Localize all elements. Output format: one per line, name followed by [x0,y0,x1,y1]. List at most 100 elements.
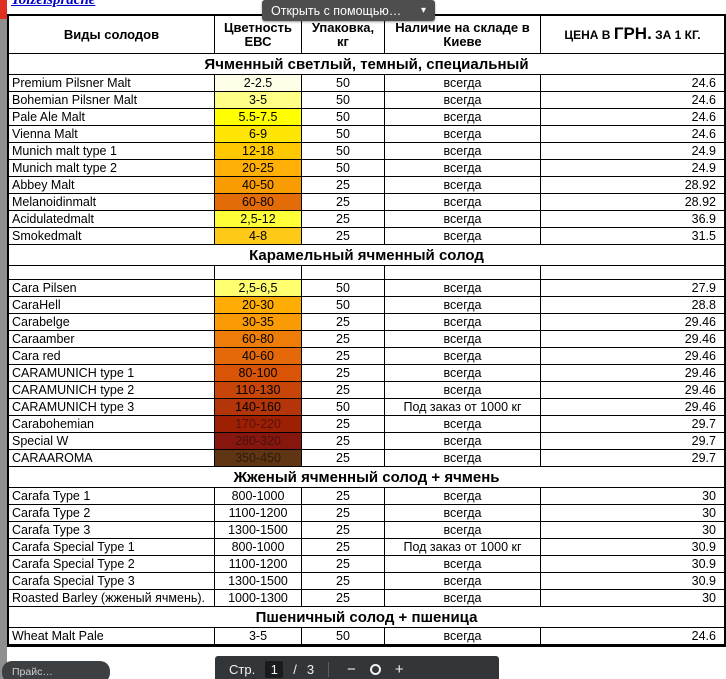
malt-name-cell: CaraHell [9,297,215,314]
stock-cell: Под заказ от 1000 кг [385,539,541,556]
stock-cell: всегда [385,177,541,194]
malt-name-cell: Carafa Type 3 [9,522,215,539]
package-cell: 25 [302,450,385,467]
package-cell: 50 [302,126,385,143]
page-label: Стр. [229,661,256,677]
price-header-grn: ГРН. [613,24,652,43]
empty-cell [541,266,724,280]
download-item[interactable]: Прайс… [2,661,110,679]
table-row: Carafa Type 2 1100-1200 25 всегда 30 [9,505,724,522]
section-title: Ячменный светлый, темный, специальный [9,54,724,75]
stock-cell: всегда [385,522,541,539]
ebc-color-cell: 350-450 [215,450,302,467]
malt-name-cell: Cara red [9,348,215,365]
table-header-row: Виды солодов Цветность ЕВС Упаковка, кг На… [9,16,724,54]
spacer-row [9,266,724,280]
page-total: 3 [306,661,315,677]
price-cell: 30.9 [541,573,724,590]
price-cell: 30 [541,522,724,539]
stock-cell: всегда [385,194,541,211]
page-number-input[interactable]: 1 [265,660,284,678]
table-row: Caraamber 60-80 25 всегда 29.46 [9,331,724,348]
ebc-color-cell: 1100-1200 [215,505,302,522]
package-cell: 25 [302,488,385,505]
package-cell: 25 [302,433,385,450]
stock-cell: всегда [385,228,541,245]
ebc-color-cell: 1300-1500 [215,522,302,539]
price-cell: 29.46 [541,331,724,348]
malt-name-cell: Acidulatedmalt [9,211,215,228]
stock-cell: всегда [385,126,541,143]
malt-name-cell: Melanoidinmalt [9,194,215,211]
table-row: CARAMUNICH type 3 140-160 50 Под заказ от 1… [9,399,724,416]
stock-cell: всегда [385,628,541,645]
chevron-down-icon: ▾ [420,5,426,16]
stock-cell: всегда [385,331,541,348]
malt-name-cell: Pale Ale Malt [9,109,215,126]
price-header-post: ЗА 1 КГ. [651,28,701,42]
col-header-malt-types: Виды солодов [9,16,215,54]
malt-name-cell: CARAAROMA [9,450,215,467]
package-cell: 25 [302,348,385,365]
malt-name-cell: Abbey Malt [9,177,215,194]
package-cell: 25 [302,194,385,211]
stock-cell: всегда [385,382,541,399]
malt-name-cell: Carafa Special Type 1 [9,539,215,556]
stock-cell: всегда [385,211,541,228]
package-cell: 50 [302,92,385,109]
ebc-color-cell: 12-18 [215,143,302,160]
package-cell: 50 [302,75,385,92]
ebc-header-line2: ЕВС [244,33,272,49]
malt-name-cell: Carafa Special Type 3 [9,573,215,590]
price-cell: 29.46 [541,314,724,331]
ebc-color-cell: 280-320 [215,433,302,450]
ebc-color-cell: 60-80 [215,194,302,211]
ebc-color-cell: 4-8 [215,228,302,245]
malt-name-cell: Vienna Malt [9,126,215,143]
package-cell: 25 [302,314,385,331]
document-page: Tolzeisprache Виды солодов Цветность ЕВС … [7,0,726,679]
ebc-color-cell: 80-100 [215,365,302,382]
package-cell: 25 [302,556,385,573]
malt-name-cell: Roasted Barley (жженый ячмень). [9,590,215,607]
table-body: Ячменный светлый, темный, специальный Pre… [9,54,724,645]
price-cell: 28.92 [541,177,724,194]
stock-cell: всегда [385,75,541,92]
price-cell: 24.9 [541,160,724,177]
zoom-in-button[interactable]: + [391,662,408,677]
malt-name-cell: CARAMUNICH type 3 [9,399,215,416]
price-cell: 30.9 [541,556,724,573]
package-cell: 25 [302,331,385,348]
malt-name-cell: Carafa Type 2 [9,505,215,522]
price-cell: 29.7 [541,433,724,450]
ebc-color-cell: 3-5 [215,628,302,645]
zoom-out-button[interactable]: − [343,662,360,677]
table-row: Abbey Malt 40-50 25 всегда 28.92 [9,177,724,194]
empty-cell [215,266,302,280]
table-row: Carabelge 30-35 25 всегда 29.46 [9,314,724,331]
price-cell: 29.46 [541,365,724,382]
ebc-color-cell: 6-9 [215,126,302,143]
col-header-package: Упаковка, кг [302,16,385,54]
malt-name-cell: Bohemian Pilsner Malt [9,92,215,109]
ebc-color-cell: 5.5-7.5 [215,109,302,126]
table-row: Melanoidinmalt 60-80 25 всегда 28.92 [9,194,724,211]
table-row: Pale Ale Malt 5.5-7.5 50 всегда 24.6 [9,109,724,126]
stock-cell: всегда [385,314,541,331]
table-row: Acidulatedmalt 2,5-12 25 всегда 36.9 [9,211,724,228]
malt-name-cell: Carabelge [9,314,215,331]
open-with-button[interactable]: Открыть с помощью… ▾ [262,0,435,21]
ebc-color-cell: 40-50 [215,177,302,194]
table-row: Carafa Special Type 1 800-1000 25 Под заказ… [9,539,724,556]
stock-cell: всегда [385,416,541,433]
ebc-color-cell: 2,5-6,5 [215,280,302,297]
top-page-link[interactable]: Tolzeisprache [11,0,96,8]
empty-cell [9,266,215,280]
package-cell: 25 [302,382,385,399]
zoom-icon[interactable] [369,663,381,675]
package-cell: 25 [302,505,385,522]
package-cell: 25 [302,590,385,607]
section-title-row: Пшеничный солод + пшеница [9,607,724,628]
malt-name-cell: CARAMUNICH type 2 [9,382,215,399]
